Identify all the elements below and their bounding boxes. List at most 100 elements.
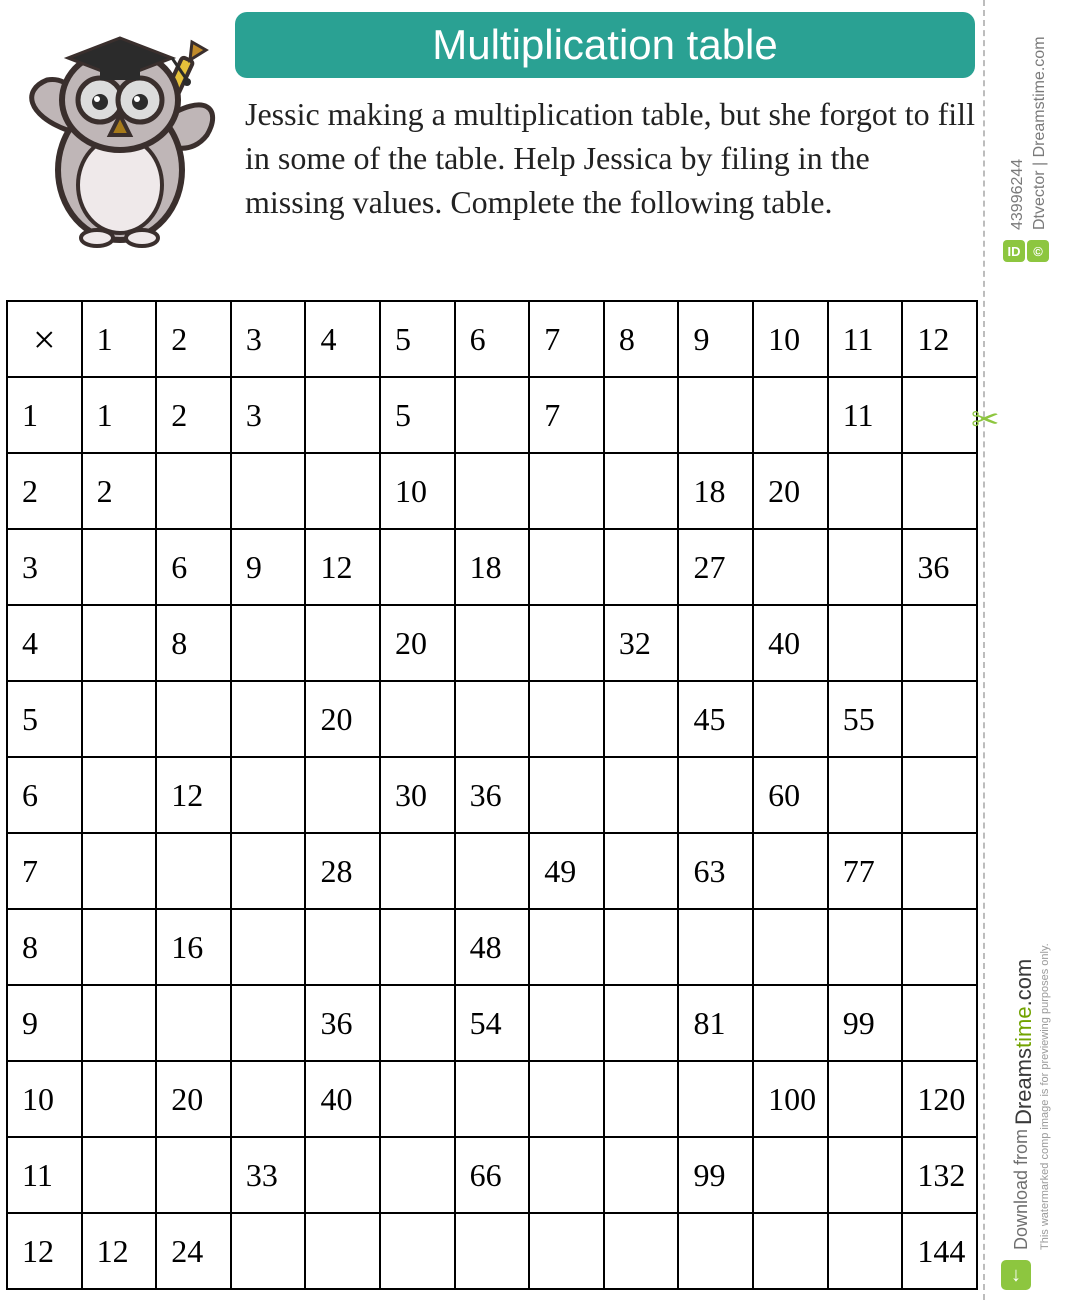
table-cell[interactable] bbox=[82, 1137, 157, 1213]
table-cell[interactable] bbox=[305, 1137, 380, 1213]
table-cell[interactable] bbox=[828, 1137, 903, 1213]
table-cell[interactable] bbox=[902, 377, 977, 453]
table-cell[interactable] bbox=[455, 681, 530, 757]
table-cell[interactable] bbox=[305, 757, 380, 833]
table-cell[interactable] bbox=[455, 1061, 530, 1137]
table-cell[interactable] bbox=[82, 605, 157, 681]
table-cell[interactable] bbox=[380, 833, 455, 909]
table-cell[interactable] bbox=[902, 985, 977, 1061]
table-cell[interactable] bbox=[604, 985, 679, 1061]
table-cell[interactable] bbox=[678, 377, 753, 453]
table-cell[interactable] bbox=[828, 453, 903, 529]
table-cell[interactable] bbox=[828, 1213, 903, 1289]
table-cell[interactable] bbox=[156, 985, 231, 1061]
table-cell[interactable] bbox=[455, 453, 530, 529]
table-cell[interactable] bbox=[82, 529, 157, 605]
table-cell[interactable] bbox=[529, 1137, 604, 1213]
table-cell: 60 bbox=[753, 757, 828, 833]
table-cell[interactable] bbox=[604, 529, 679, 605]
table-cell[interactable] bbox=[156, 453, 231, 529]
table-cell[interactable] bbox=[380, 1061, 455, 1137]
table-cell[interactable] bbox=[678, 605, 753, 681]
table-cell[interactable] bbox=[604, 909, 679, 985]
table-cell[interactable] bbox=[380, 1213, 455, 1289]
table-cell[interactable] bbox=[529, 757, 604, 833]
table-cell[interactable] bbox=[604, 1213, 679, 1289]
table-cell[interactable] bbox=[828, 605, 903, 681]
table-cell[interactable] bbox=[902, 453, 977, 529]
table-cell[interactable] bbox=[231, 1213, 306, 1289]
table-cell[interactable] bbox=[305, 909, 380, 985]
table-cell[interactable] bbox=[82, 681, 157, 757]
table-cell[interactable] bbox=[231, 833, 306, 909]
table-cell[interactable] bbox=[82, 833, 157, 909]
table-cell[interactable] bbox=[231, 453, 306, 529]
table-cell[interactable] bbox=[231, 681, 306, 757]
table-cell[interactable] bbox=[902, 909, 977, 985]
table-cell[interactable] bbox=[231, 605, 306, 681]
table-cell[interactable] bbox=[529, 1061, 604, 1137]
table-cell[interactable] bbox=[902, 757, 977, 833]
table-cell[interactable] bbox=[902, 833, 977, 909]
table-cell[interactable] bbox=[604, 1137, 679, 1213]
table-cell[interactable] bbox=[380, 1137, 455, 1213]
table-cell[interactable] bbox=[231, 985, 306, 1061]
table-cell[interactable] bbox=[902, 681, 977, 757]
table-cell[interactable] bbox=[678, 1061, 753, 1137]
table-cell[interactable] bbox=[529, 605, 604, 681]
table-cell[interactable] bbox=[231, 757, 306, 833]
table-cell[interactable] bbox=[604, 833, 679, 909]
table-cell[interactable] bbox=[753, 1213, 828, 1289]
table-cell[interactable] bbox=[529, 1213, 604, 1289]
table-cell[interactable] bbox=[902, 605, 977, 681]
table-cell[interactable] bbox=[678, 909, 753, 985]
table-cell[interactable] bbox=[828, 529, 903, 605]
table-cell[interactable] bbox=[231, 1061, 306, 1137]
table-cell[interactable] bbox=[753, 985, 828, 1061]
table-cell[interactable] bbox=[753, 833, 828, 909]
table-cell[interactable] bbox=[753, 681, 828, 757]
table-cell[interactable] bbox=[529, 681, 604, 757]
table-cell[interactable] bbox=[305, 1213, 380, 1289]
table-cell[interactable] bbox=[455, 1213, 530, 1289]
table-cell: 20 bbox=[305, 681, 380, 757]
table-cell[interactable] bbox=[380, 985, 455, 1061]
table-cell[interactable] bbox=[156, 1137, 231, 1213]
table-cell[interactable] bbox=[753, 1137, 828, 1213]
table-cell[interactable] bbox=[231, 909, 306, 985]
table-cell[interactable] bbox=[82, 757, 157, 833]
table-cell[interactable] bbox=[604, 1061, 679, 1137]
table-cell[interactable] bbox=[828, 757, 903, 833]
table-cell[interactable] bbox=[380, 681, 455, 757]
table-cell[interactable] bbox=[828, 1061, 903, 1137]
table-cell[interactable] bbox=[529, 453, 604, 529]
table-cell[interactable] bbox=[455, 605, 530, 681]
table-cell[interactable] bbox=[529, 909, 604, 985]
table-cell[interactable] bbox=[156, 833, 231, 909]
table-cell[interactable] bbox=[529, 529, 604, 605]
table-cell[interactable] bbox=[604, 453, 679, 529]
table-cell[interactable] bbox=[753, 529, 828, 605]
table-cell[interactable] bbox=[604, 681, 679, 757]
table-cell[interactable] bbox=[828, 909, 903, 985]
table-cell[interactable] bbox=[678, 1213, 753, 1289]
table-cell[interactable] bbox=[82, 909, 157, 985]
table-cell[interactable] bbox=[604, 757, 679, 833]
table-cell[interactable] bbox=[305, 377, 380, 453]
table-cell[interactable] bbox=[455, 833, 530, 909]
table-cell[interactable] bbox=[753, 377, 828, 453]
table-cell[interactable] bbox=[156, 681, 231, 757]
attribution-column: 43996244 Dtvector | Dreamstime.com ID © … bbox=[987, 0, 1065, 1300]
table-cell[interactable] bbox=[82, 985, 157, 1061]
table-cell[interactable] bbox=[529, 985, 604, 1061]
table-cell[interactable] bbox=[305, 453, 380, 529]
table-cell[interactable] bbox=[455, 377, 530, 453]
table-cell[interactable] bbox=[380, 529, 455, 605]
table-cell[interactable] bbox=[678, 757, 753, 833]
table-cell[interactable] bbox=[753, 909, 828, 985]
table-cell: 12 bbox=[156, 757, 231, 833]
table-cell[interactable] bbox=[82, 1061, 157, 1137]
table-cell[interactable] bbox=[380, 909, 455, 985]
table-cell[interactable] bbox=[305, 605, 380, 681]
table-cell[interactable] bbox=[604, 377, 679, 453]
